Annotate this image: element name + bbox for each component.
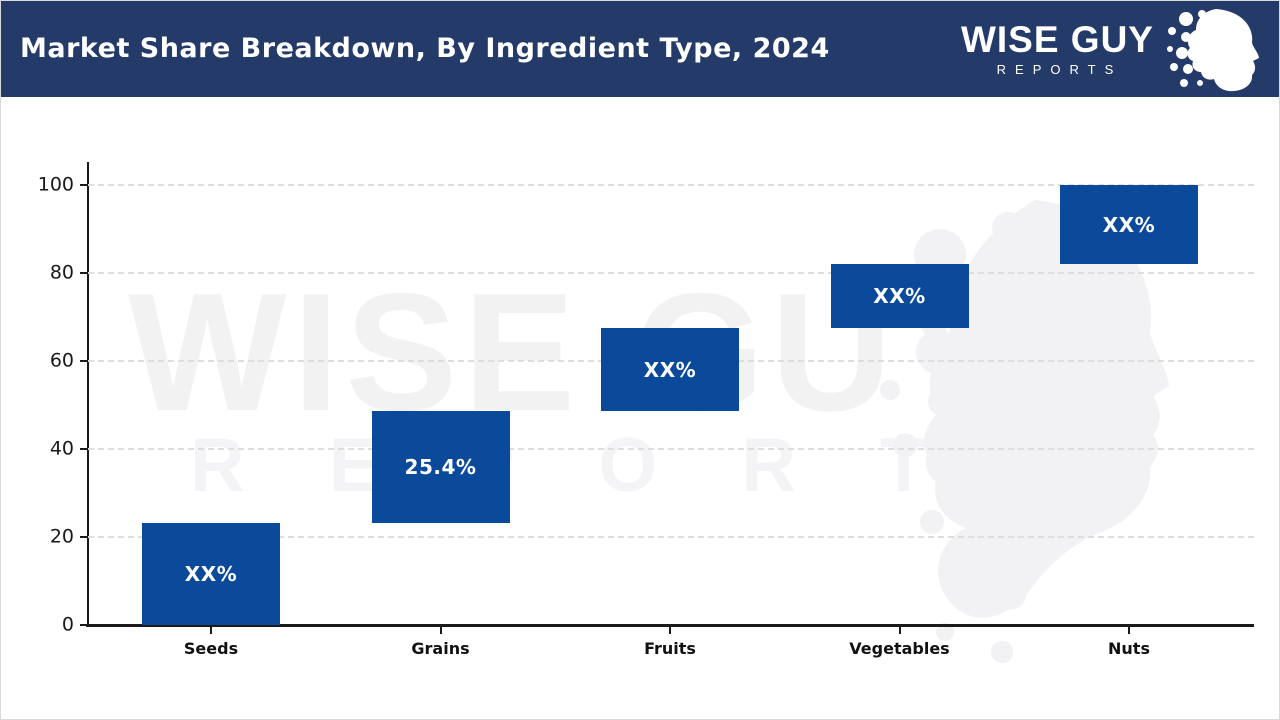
brand-logo: WISE GUY REPORTS bbox=[961, 5, 1266, 93]
y-tick-label-80: 80 bbox=[49, 261, 74, 284]
brand-logo-reports: REPORTS bbox=[996, 62, 1123, 77]
brand-logo-text: WISE GUY REPORTS bbox=[961, 21, 1154, 76]
y-tick-mark-80 bbox=[80, 272, 87, 274]
bar-seeds: XX% bbox=[142, 522, 280, 625]
x-tick-mark-fruits bbox=[669, 627, 671, 634]
y-tick-mark-20 bbox=[80, 536, 87, 538]
bar-label-nuts: XX% bbox=[1102, 212, 1156, 237]
x-tick-label-fruits: Fruits bbox=[644, 639, 696, 658]
y-tick-label-100: 100 bbox=[37, 173, 74, 196]
brand-logo-wiseguy: WISE GUY bbox=[960, 19, 1154, 60]
x-tick-mark-grains bbox=[439, 627, 442, 634]
y-tick-label-60: 60 bbox=[49, 349, 74, 372]
page-title: Market Share Breakdown, By Ingredient Ty… bbox=[20, 33, 830, 64]
bar-grains: 25.4% bbox=[371, 411, 510, 523]
bar-vegetables: XX% bbox=[830, 264, 969, 328]
bar-label-seeds: XX% bbox=[184, 561, 238, 586]
brand-face-icon bbox=[1167, 8, 1259, 91]
y-tick-mark-40 bbox=[80, 448, 87, 450]
bar-label-grains: 25.4% bbox=[404, 455, 477, 480]
y-tick-label-40: 40 bbox=[49, 437, 74, 460]
y-tick-mark-60 bbox=[80, 360, 87, 362]
header-bar: Market Share Breakdown, By Ingredient Ty… bbox=[0, 0, 1280, 97]
x-tick-mark-seeds bbox=[210, 627, 212, 634]
x-tick-label-grains: Grains bbox=[411, 639, 470, 658]
y-tick-label-0: 0 bbox=[61, 613, 74, 636]
y-tick-label-20: 20 bbox=[49, 525, 74, 548]
bar-fruits: XX% bbox=[601, 328, 739, 412]
bar-label-fruits: XX% bbox=[643, 357, 697, 382]
x-tick-label-nuts: Nuts bbox=[1108, 639, 1150, 658]
y-tick-mark-0 bbox=[80, 624, 87, 626]
x-tick-mark-nuts bbox=[1128, 627, 1130, 634]
x-tick-mark-vegetables bbox=[898, 627, 901, 634]
gridline-20 bbox=[88, 536, 1254, 538]
x-tick-label-seeds: Seeds bbox=[183, 639, 239, 658]
bar-nuts: XX% bbox=[1060, 185, 1198, 265]
y-tick-mark-100 bbox=[80, 184, 87, 186]
x-axis-line bbox=[86, 624, 1254, 627]
bar-label-vegetables: XX% bbox=[873, 284, 926, 309]
x-tick-label-vegetables: Vegetables bbox=[849, 639, 950, 658]
y-axis-line bbox=[87, 162, 89, 627]
gridline-100 bbox=[88, 184, 1254, 186]
watermark-text-reports: REPORTS bbox=[190, 423, 1146, 508]
gridline-80 bbox=[88, 272, 1254, 274]
gridline-40 bbox=[88, 448, 1254, 450]
